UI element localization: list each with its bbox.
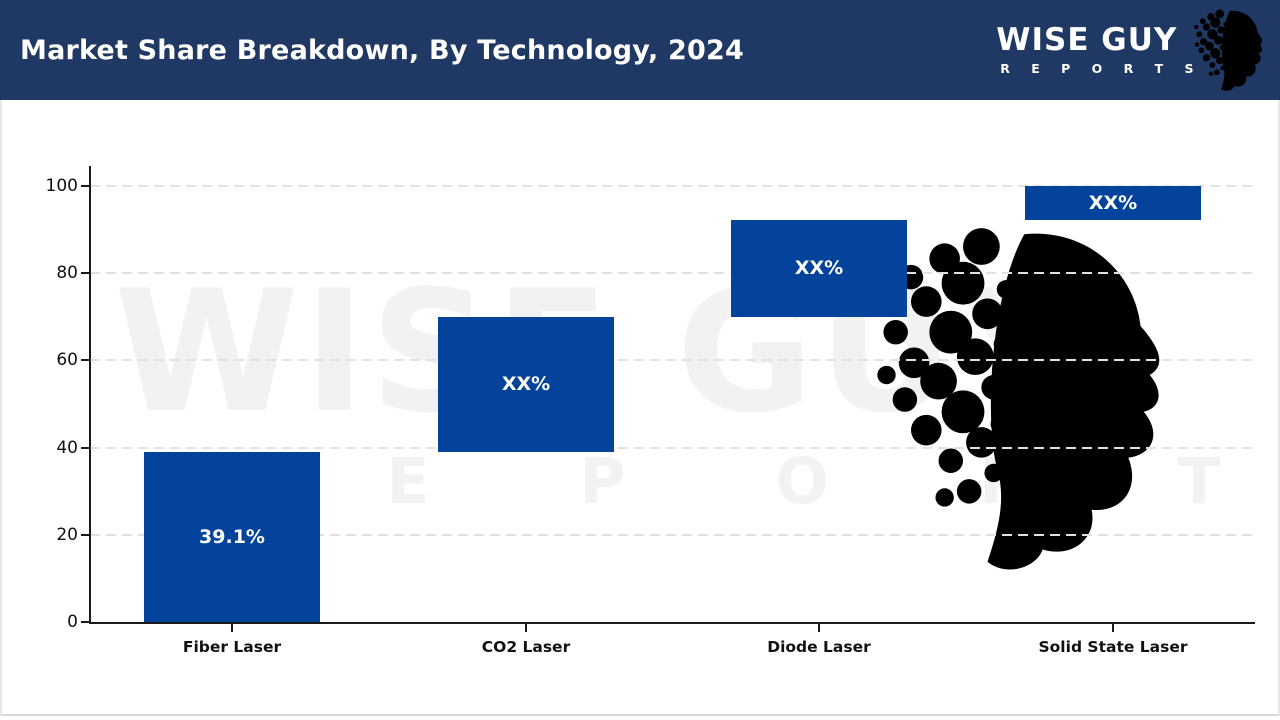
header: Market Share Breakdown, By Technology, 2…: [0, 0, 1280, 100]
brand-subtitle: R E P O R T S: [1000, 60, 1202, 76]
bar-diode-laser: XX%: [731, 220, 907, 317]
gridline-20: [90, 533, 1255, 536]
bar-co2-laser: XX%: [438, 316, 614, 452]
gridline-60: [90, 359, 1255, 362]
bar-fiber-laser: 39.1%: [144, 451, 320, 622]
y-axis-tick-mark: [81, 621, 89, 623]
brand-logo: WISE GUY R E P O R T S: [996, 8, 1266, 92]
chart-area: WISE GUY R E P O R T S 02040608010039.1%…: [0, 100, 1280, 716]
y-axis-tick-label: 0: [67, 612, 78, 632]
page-title: Market Share Breakdown, By Technology, 2…: [20, 34, 745, 66]
y-axis-line: [89, 166, 91, 624]
bar-value-label: XX%: [794, 257, 844, 280]
x-axis-category-label: Diode Laser: [767, 638, 871, 656]
y-axis-tick-label: 60: [56, 350, 78, 371]
x-axis-category-label: Solid State Laser: [1038, 638, 1188, 656]
y-axis-tick-mark: [81, 446, 89, 449]
x-axis-line: [89, 622, 1255, 624]
gridline-100: [90, 185, 1255, 187]
x-axis-tick-mark: [818, 624, 820, 632]
bar-solid-state-laser: XX%: [1025, 186, 1201, 220]
bar-value-label: XX%: [501, 373, 551, 396]
y-axis-tick-mark: [81, 185, 89, 187]
x-axis-category-label: Fiber Laser: [182, 638, 282, 656]
y-axis-tick-mark: [81, 359, 89, 362]
y-axis-tick-label: 40: [56, 437, 78, 458]
brand-head-icon: [1194, 9, 1263, 91]
bar-value-label: XX%: [1088, 192, 1138, 214]
x-axis-category-label: CO2 Laser: [481, 638, 571, 656]
bar-value-label: 39.1%: [199, 525, 265, 548]
brand-name: WISE GUY: [996, 21, 1178, 58]
y-axis-tick-label: 100: [45, 176, 78, 196]
y-axis-tick-mark: [81, 272, 89, 275]
x-axis-tick-mark: [1112, 624, 1114, 632]
y-axis-tick-label: 20: [56, 524, 78, 545]
brand-logo-text: WISE GUY R E P O R T S: [996, 21, 1202, 76]
x-axis-tick-mark: [231, 624, 233, 632]
y-axis-tick-label: 80: [56, 263, 78, 284]
x-axis-tick-mark: [525, 624, 527, 632]
y-axis-tick-mark: [81, 533, 89, 536]
gridline-80: [90, 272, 1255, 275]
gridline-40: [90, 446, 1255, 449]
